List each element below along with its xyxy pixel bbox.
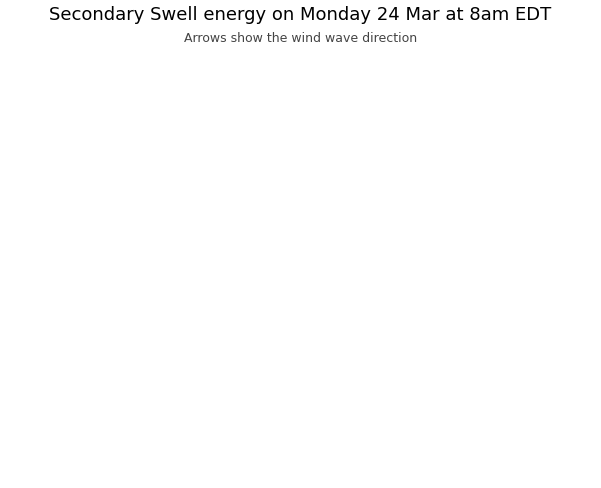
Text: Cartopy required for map rendering: Cartopy required for map rendering <box>176 260 425 274</box>
Text: Secondary Swell energy on Monday 24 Mar at 8am EDT: Secondary Swell energy on Monday 24 Mar … <box>49 6 552 24</box>
Text: Arrows show the wind wave direction: Arrows show the wind wave direction <box>184 32 417 44</box>
